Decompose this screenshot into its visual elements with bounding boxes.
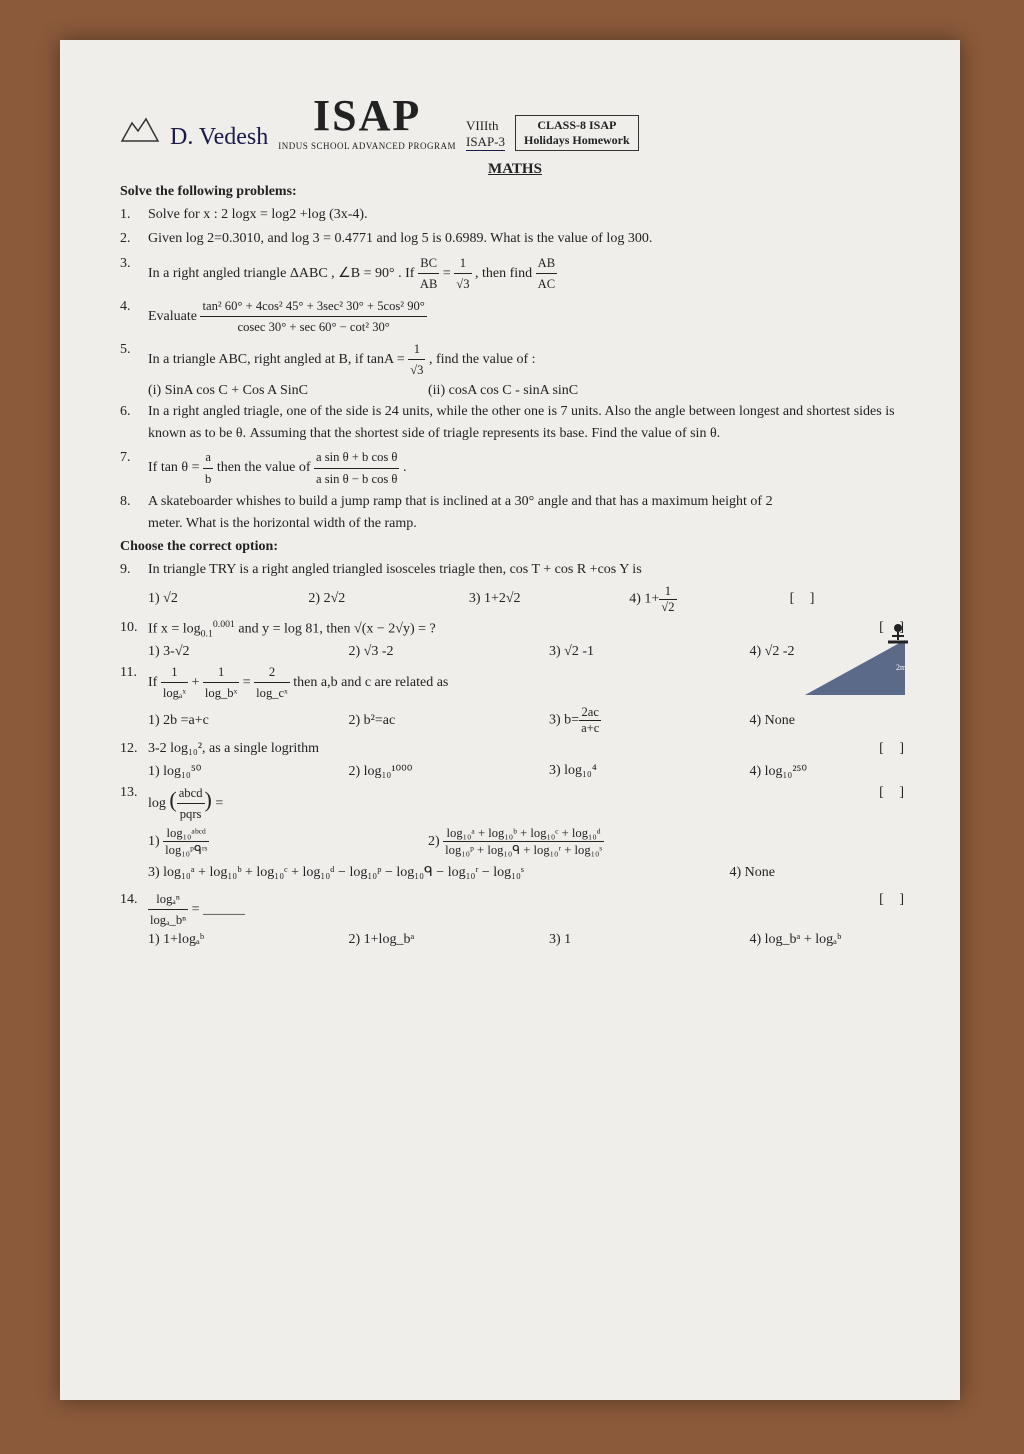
question-1: 1. Solve for x : 2 logx = log2 +log (3x-… xyxy=(120,204,910,226)
qtext: Evaluate tan² 60° + 4cos² 45° + 3sec² 30… xyxy=(148,296,910,337)
question-10: 10. If x = log0.10.001 and y = log 81, t… xyxy=(120,617,910,642)
q13-options-row2: 3) log₁₀ᵃ + log₁₀ᵇ + log₁₀ᶜ + log₁₀ᵈ − l… xyxy=(148,864,910,881)
q10-options: 1) 3-√2 2) √3 -2 3) √2 -1 4) √2 -2 xyxy=(148,644,910,660)
question-13: 13. log (abcdpqrs) = [ ] xyxy=(120,782,910,824)
isap-block: ISAP INDUS SCHOOL ADVANCED PROGRAM xyxy=(278,90,456,151)
qnum: 9. xyxy=(120,559,148,581)
opt: 3) log₁₀ᵃ + log₁₀ᵇ + log₁₀ᶜ + log₁₀ᵈ − l… xyxy=(148,864,690,881)
opt: 4) log₁₀²⁵⁰ xyxy=(750,763,911,780)
opt: 2) √3 -2 xyxy=(349,644,510,660)
answer-bracket: [ ] xyxy=(879,738,910,760)
question-3: 3. In a right angled triangle ΔABC , ∠B … xyxy=(120,253,910,294)
answer-bracket: [ ] xyxy=(879,782,910,804)
opt: 4) None xyxy=(750,713,911,729)
opt: 3) 1 xyxy=(549,932,710,948)
svg-text:2m: 2m xyxy=(896,663,907,672)
question-8: 8. A skateboarder whishes to build a jum… xyxy=(120,491,910,536)
class-line1: CLASS-8 ISAP xyxy=(524,118,630,133)
answer-bracket: [ ] xyxy=(879,889,910,911)
q5-part-ii: (ii) cosA cos C - sinA sinC xyxy=(428,383,578,399)
q5-parts: (i) SinA cos C + Cos A SinC (ii) cosA co… xyxy=(148,383,910,399)
isap-title: ISAP xyxy=(278,90,456,141)
opt: 1) √2 xyxy=(148,591,268,607)
qnum: 7. xyxy=(120,447,148,488)
opt: 1) log₁₀⁵⁰ xyxy=(148,763,309,780)
qtext: log (abcdpqrs) = [ ] xyxy=(148,782,910,824)
answer-bracket: [ ] xyxy=(790,591,910,607)
qtext: In a right angled triagle, one of the si… xyxy=(148,401,910,446)
opt: 1) 2b =a+c xyxy=(148,713,309,729)
class-line2: Holidays Homework xyxy=(524,133,630,148)
q5-part-i: (i) SinA cos C + Cos A SinC xyxy=(148,383,308,399)
ramp-diagram: 2m xyxy=(800,610,910,700)
opt: 3) log₁₀⁴ xyxy=(549,763,710,779)
question-12: 12. 3-2 log₁₀², as a single logrithm [ ] xyxy=(120,738,910,760)
section-choose: Choose the correct option: xyxy=(120,539,910,555)
student-name: D. Vedesh xyxy=(170,124,268,151)
qtext: In a triangle ABC, right angled at B, if… xyxy=(148,339,910,380)
section-solve: Solve the following problems: xyxy=(120,184,910,200)
opt: 3) b=2aca+c xyxy=(549,705,710,736)
subject-title: MATHS xyxy=(120,161,910,178)
question-6: 6. In a right angled triagle, one of the… xyxy=(120,401,910,446)
qtext: If tan θ = ab then the value of a sin θ … xyxy=(148,447,910,488)
worksheet-page: D. Vedesh ISAP INDUS SCHOOL ADVANCED PRO… xyxy=(60,40,960,1400)
qtext: Solve for x : 2 logx = log2 +log (3x-4). xyxy=(148,204,910,226)
qtext: Given log 2=0.3010, and log 3 = 0.4771 a… xyxy=(148,228,910,250)
opt: 1) 1+logₐᵇ xyxy=(148,932,309,948)
grade-text: VIIIth xyxy=(466,118,505,134)
qtext: logₐⁿlogₐ_bⁿ = ______ [ ] xyxy=(148,889,910,930)
opt: 3) 1+2√2 xyxy=(469,591,589,607)
qnum: 8. xyxy=(120,491,148,536)
opt: 2) b²=ac xyxy=(349,713,510,729)
opt: 2) 2√2 xyxy=(308,591,428,607)
program-subtitle: INDUS SCHOOL ADVANCED PROGRAM xyxy=(278,141,456,151)
opt: 1) log₁₀ᵃᵇᶜᵈlog₁₀ᵖᑫʳˢ xyxy=(148,826,348,858)
question-9: 9. In triangle TRY is a right angled tri… xyxy=(120,559,910,581)
question-14: 14. logₐⁿlogₐ_bⁿ = ______ [ ] xyxy=(120,889,910,930)
opt: 2) log₁₀¹⁰⁰⁰ xyxy=(349,763,510,780)
qtext: A skateboarder whishes to build a jump r… xyxy=(148,491,910,536)
opt: 2) 1+log_bᵃ xyxy=(349,932,510,948)
mountain-icon xyxy=(120,117,160,151)
question-11: 11. If 1logₐˣ + 1log_bˣ = 2log_cˣ then a… xyxy=(120,662,910,703)
isap-sub: ISAP-3 xyxy=(466,134,505,151)
q13-options-row1: 1) log₁₀ᵃᵇᶜᵈlog₁₀ᵖᑫʳˢ 2) log₁₀ᵃ + log₁₀ᵇ… xyxy=(148,826,910,858)
q12-options: 1) log₁₀⁵⁰ 2) log₁₀¹⁰⁰⁰ 3) log₁₀⁴ 4) log… xyxy=(148,763,910,780)
qnum: 4. xyxy=(120,296,148,337)
qnum: 6. xyxy=(120,401,148,446)
question-2: 2. Given log 2=0.3010, and log 3 = 0.477… xyxy=(120,228,910,250)
qnum: 11. xyxy=(120,662,148,703)
question-7: 7. If tan θ = ab then the value of a sin… xyxy=(120,447,910,488)
opt: 4) None xyxy=(730,865,911,881)
qnum: 10. xyxy=(120,617,148,642)
class-box: CLASS-8 ISAP Holidays Homework xyxy=(515,115,639,151)
qnum: 14. xyxy=(120,889,148,930)
q9-options: 1) √2 2) 2√2 3) 1+2√2 4) 1+1√2 [ ] xyxy=(148,584,910,615)
qtext: In triangle TRY is a right angled triang… xyxy=(148,559,910,581)
qtext: 3-2 log₁₀², as a single logrithm [ ] xyxy=(148,738,910,760)
qnum: 2. xyxy=(120,228,148,250)
opt: 2) log₁₀ᵃ + log₁₀ᵇ + log₁₀ᶜ + log₁₀ᵈlog₁… xyxy=(428,826,910,858)
qnum: 3. xyxy=(120,253,148,294)
opt: 3) √2 -1 xyxy=(549,644,710,660)
qnum: 13. xyxy=(120,782,148,824)
qnum: 12. xyxy=(120,738,148,760)
question-4: 4. Evaluate tan² 60° + 4cos² 45° + 3sec²… xyxy=(120,296,910,337)
opt: 1) 3-√2 xyxy=(148,644,309,660)
question-5: 5. In a triangle ABC, right angled at B,… xyxy=(120,339,910,380)
opt: 4) 1+1√2 xyxy=(629,584,749,615)
qtext: In a right angled triangle ΔABC , ∠B = 9… xyxy=(148,253,910,294)
opt: 4) log_bᵃ + logₐᵇ xyxy=(750,932,911,948)
q11-options: 1) 2b =a+c 2) b²=ac 3) b=2aca+c 4) None xyxy=(148,705,910,736)
grade-block: VIIIth ISAP-3 xyxy=(466,118,505,151)
qnum: 1. xyxy=(120,204,148,226)
qnum: 5. xyxy=(120,339,148,380)
page-header: D. Vedesh ISAP INDUS SCHOOL ADVANCED PRO… xyxy=(120,90,910,151)
q14-options: 1) 1+logₐᵇ 2) 1+log_bᵃ 3) 1 4) log_bᵃ + … xyxy=(148,932,910,948)
qtext: If x = log0.10.001 and y = log 81, then … xyxy=(148,617,910,642)
qtext: If 1logₐˣ + 1log_bˣ = 2log_cˣ then a,b a… xyxy=(148,662,910,703)
